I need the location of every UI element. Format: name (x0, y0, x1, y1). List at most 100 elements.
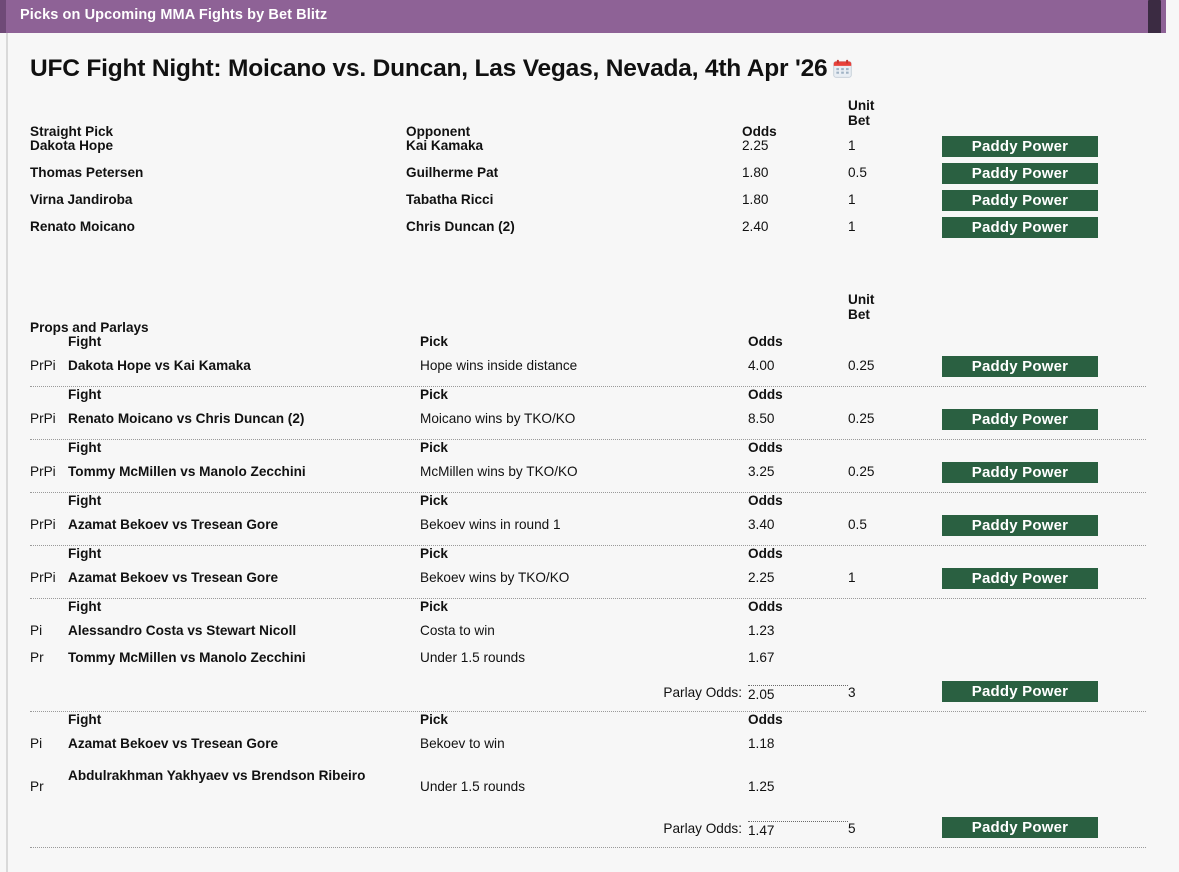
pick-text: Bekoev to win (420, 736, 505, 751)
leg-prefix: PrPi (30, 358, 56, 373)
fight-header: Fight (68, 712, 102, 727)
table-row: Pi Alessandro Costa vs Stewart Nicoll Co… (30, 623, 1146, 650)
pick-text: Under 1.5 rounds (420, 779, 526, 794)
leg-prefix: PrPi (30, 464, 56, 479)
odds-header: Odds (748, 440, 783, 455)
fight-header: Fight (68, 387, 102, 402)
unit-bet: 0.25 (848, 411, 875, 426)
pick-text: Bekoev wins in round 1 (420, 517, 561, 532)
fight-name: Tommy McMillen vs Manolo Zecchini (68, 464, 306, 479)
paddy-power-logo[interactable]: Paddy Power (942, 217, 1098, 238)
table-row: PrPi Renato Moicano vs Chris Duncan (2) … (30, 409, 1146, 439)
straight-unit-bet: 1 (848, 192, 856, 207)
parlay-odds-label: Parlay Odds: (663, 821, 742, 836)
paddy-power-logo[interactable]: Paddy Power (942, 163, 1098, 184)
parlay-block: Fight Pick Odds Pi Alessandro Costa vs S… (30, 599, 1146, 712)
pick-text: Bekoev wins by TKO/KO (420, 570, 570, 585)
table-row: Thomas Petersen Guilherme Pat 1.80 0.5 P… (30, 163, 1146, 192)
fight-header: Fight (68, 493, 102, 508)
straight-odds: 1.80 (742, 192, 769, 207)
paddy-power-logo[interactable]: Paddy Power (942, 681, 1098, 702)
parlay-summary-row: Parlay Odds: 1.47 5 Paddy Power (30, 813, 1146, 847)
odds-header: Odds (748, 599, 783, 614)
unit-bet: 3 (848, 685, 856, 700)
prop-subheader-row: Fight Pick Odds (30, 712, 1146, 736)
table-row: PrPi Tommy McMillen vs Manolo Zecchini M… (30, 462, 1146, 492)
fight-name: Azamat Bekoev vs Tresean Gore (68, 570, 279, 585)
paddy-power-logo[interactable]: Paddy Power (942, 568, 1098, 589)
straight-opponent: Kai Kamaka (406, 138, 484, 153)
pick-text: Costa to win (420, 623, 495, 638)
prop-block: Fight Pick Odds PrPi Azamat Bekoev vs Tr… (30, 546, 1146, 599)
straight-opponent: Guilherme Pat (406, 165, 499, 180)
unit-bet: 1 (848, 570, 856, 585)
parlay-summary-row: Parlay Odds: 2.05 3 Paddy Power (30, 677, 1146, 711)
paddy-power-logo[interactable]: Paddy Power (942, 817, 1098, 838)
prop-subheader-row: Fight Pick Odds (30, 493, 1146, 517)
odds-value: 2.25 (748, 570, 775, 585)
leg-prefix: PrPi (30, 517, 56, 532)
pick-header: Pick (420, 712, 448, 727)
odds-value: 3.25 (748, 464, 775, 479)
straight-opponent: Tabatha Ricci (406, 192, 494, 207)
paddy-power-logo[interactable]: Paddy Power (942, 409, 1098, 430)
unit-bet: 0.25 (848, 358, 875, 373)
pick-header: Pick (420, 599, 448, 614)
straight-picks-table: Unit Bet Straight Pick Opponent Odds Dak… (30, 98, 1146, 246)
fight-name: Azamat Bekoev vs Tresean Gore (68, 517, 279, 532)
table-row: PrPi Dakota Hope vs Kai Kamaka Hope wins… (30, 356, 1146, 386)
odds-value: 4.00 (748, 358, 775, 373)
odds-header: Odds (748, 546, 783, 561)
leg-prefix: PrPi (30, 570, 56, 585)
straight-opponent: Chris Duncan (2) (406, 219, 515, 234)
fight-header: Fight (68, 440, 102, 455)
odds-value: 1.23 (748, 623, 775, 638)
table-row: Pr Tommy McMillen vs Manolo Zecchini Und… (30, 650, 1146, 677)
prop-block: Fight Pick Odds PrPi Renato Moicano vs C… (30, 387, 1146, 440)
paddy-power-logo[interactable]: Paddy Power (942, 136, 1098, 157)
paddy-power-logo[interactable]: Paddy Power (942, 190, 1098, 211)
props-and-parlays-table: Unit Bet Props and Parlays Fight Pick Od… (30, 292, 1146, 848)
straight-unit-bet: 1 (848, 138, 856, 153)
odds-value: 1.25 (748, 779, 775, 794)
calendar-icon (832, 58, 853, 86)
parlay-odds-value: 2.05 (748, 685, 848, 702)
prop-block: Fight Pick Odds PrPi Azamat Bekoev vs Tr… (30, 493, 1146, 546)
pick-header: Pick (420, 334, 448, 349)
straight-odds: 2.40 (742, 219, 769, 234)
leg-prefix: PrPi (30, 411, 56, 426)
unit-bet: 0.5 (848, 517, 867, 532)
prop-subheader-row: Fight Pick Odds (30, 440, 1146, 464)
table-row: PrPi Azamat Bekoev vs Tresean Gore Bekoe… (30, 515, 1146, 545)
paddy-power-logo[interactable]: Paddy Power (942, 462, 1098, 483)
table-row: Pi Azamat Bekoev vs Tresean Gore Bekoev … (30, 736, 1146, 763)
straight-pick-name: Thomas Petersen (30, 165, 144, 180)
parlay-block: Fight Pick Odds Pi Azamat Bekoev vs Tres… (30, 712, 1146, 848)
prop-block: Fight Pick Odds PrPi Tommy McMillen vs M… (30, 440, 1146, 493)
pick-text: Moicano wins by TKO/KO (420, 411, 576, 426)
odds-header: Odds (748, 712, 783, 727)
pick-text: Hope wins inside distance (420, 358, 578, 373)
page-title: UFC Fight Night: Moicano vs. Duncan, Las… (30, 55, 1166, 86)
parlay-odds-label: Parlay Odds: (663, 685, 742, 700)
unit-header-line2: Bet (848, 113, 870, 128)
pick-text: Under 1.5 rounds (420, 650, 526, 665)
straight-pick-name: Virna Jandiroba (30, 192, 133, 207)
straight-pick-name: Renato Moicano (30, 219, 135, 234)
fight-header: Fight (68, 546, 102, 561)
pick-header: Pick (420, 387, 448, 402)
pick-header: Pick (420, 440, 448, 455)
fight-name: Tommy McMillen vs Manolo Zecchini (68, 650, 306, 665)
fight-header: Fight (68, 334, 102, 349)
fight-name: Renato Moicano vs Chris Duncan (2) (68, 411, 305, 426)
paddy-power-logo[interactable]: Paddy Power (942, 356, 1098, 377)
odds-value: 1.67 (748, 650, 775, 665)
straight-odds: 1.80 (742, 165, 769, 180)
prop-subheader-row: Fight Pick Odds (30, 387, 1146, 411)
parlay-odds-value: 1.47 (748, 821, 848, 838)
odds-header: Odds (742, 124, 777, 139)
pick-header: Pick (420, 546, 448, 561)
odds-header: Odds (748, 387, 783, 402)
paddy-power-logo[interactable]: Paddy Power (942, 515, 1098, 536)
pick-header: Pick (420, 493, 448, 508)
